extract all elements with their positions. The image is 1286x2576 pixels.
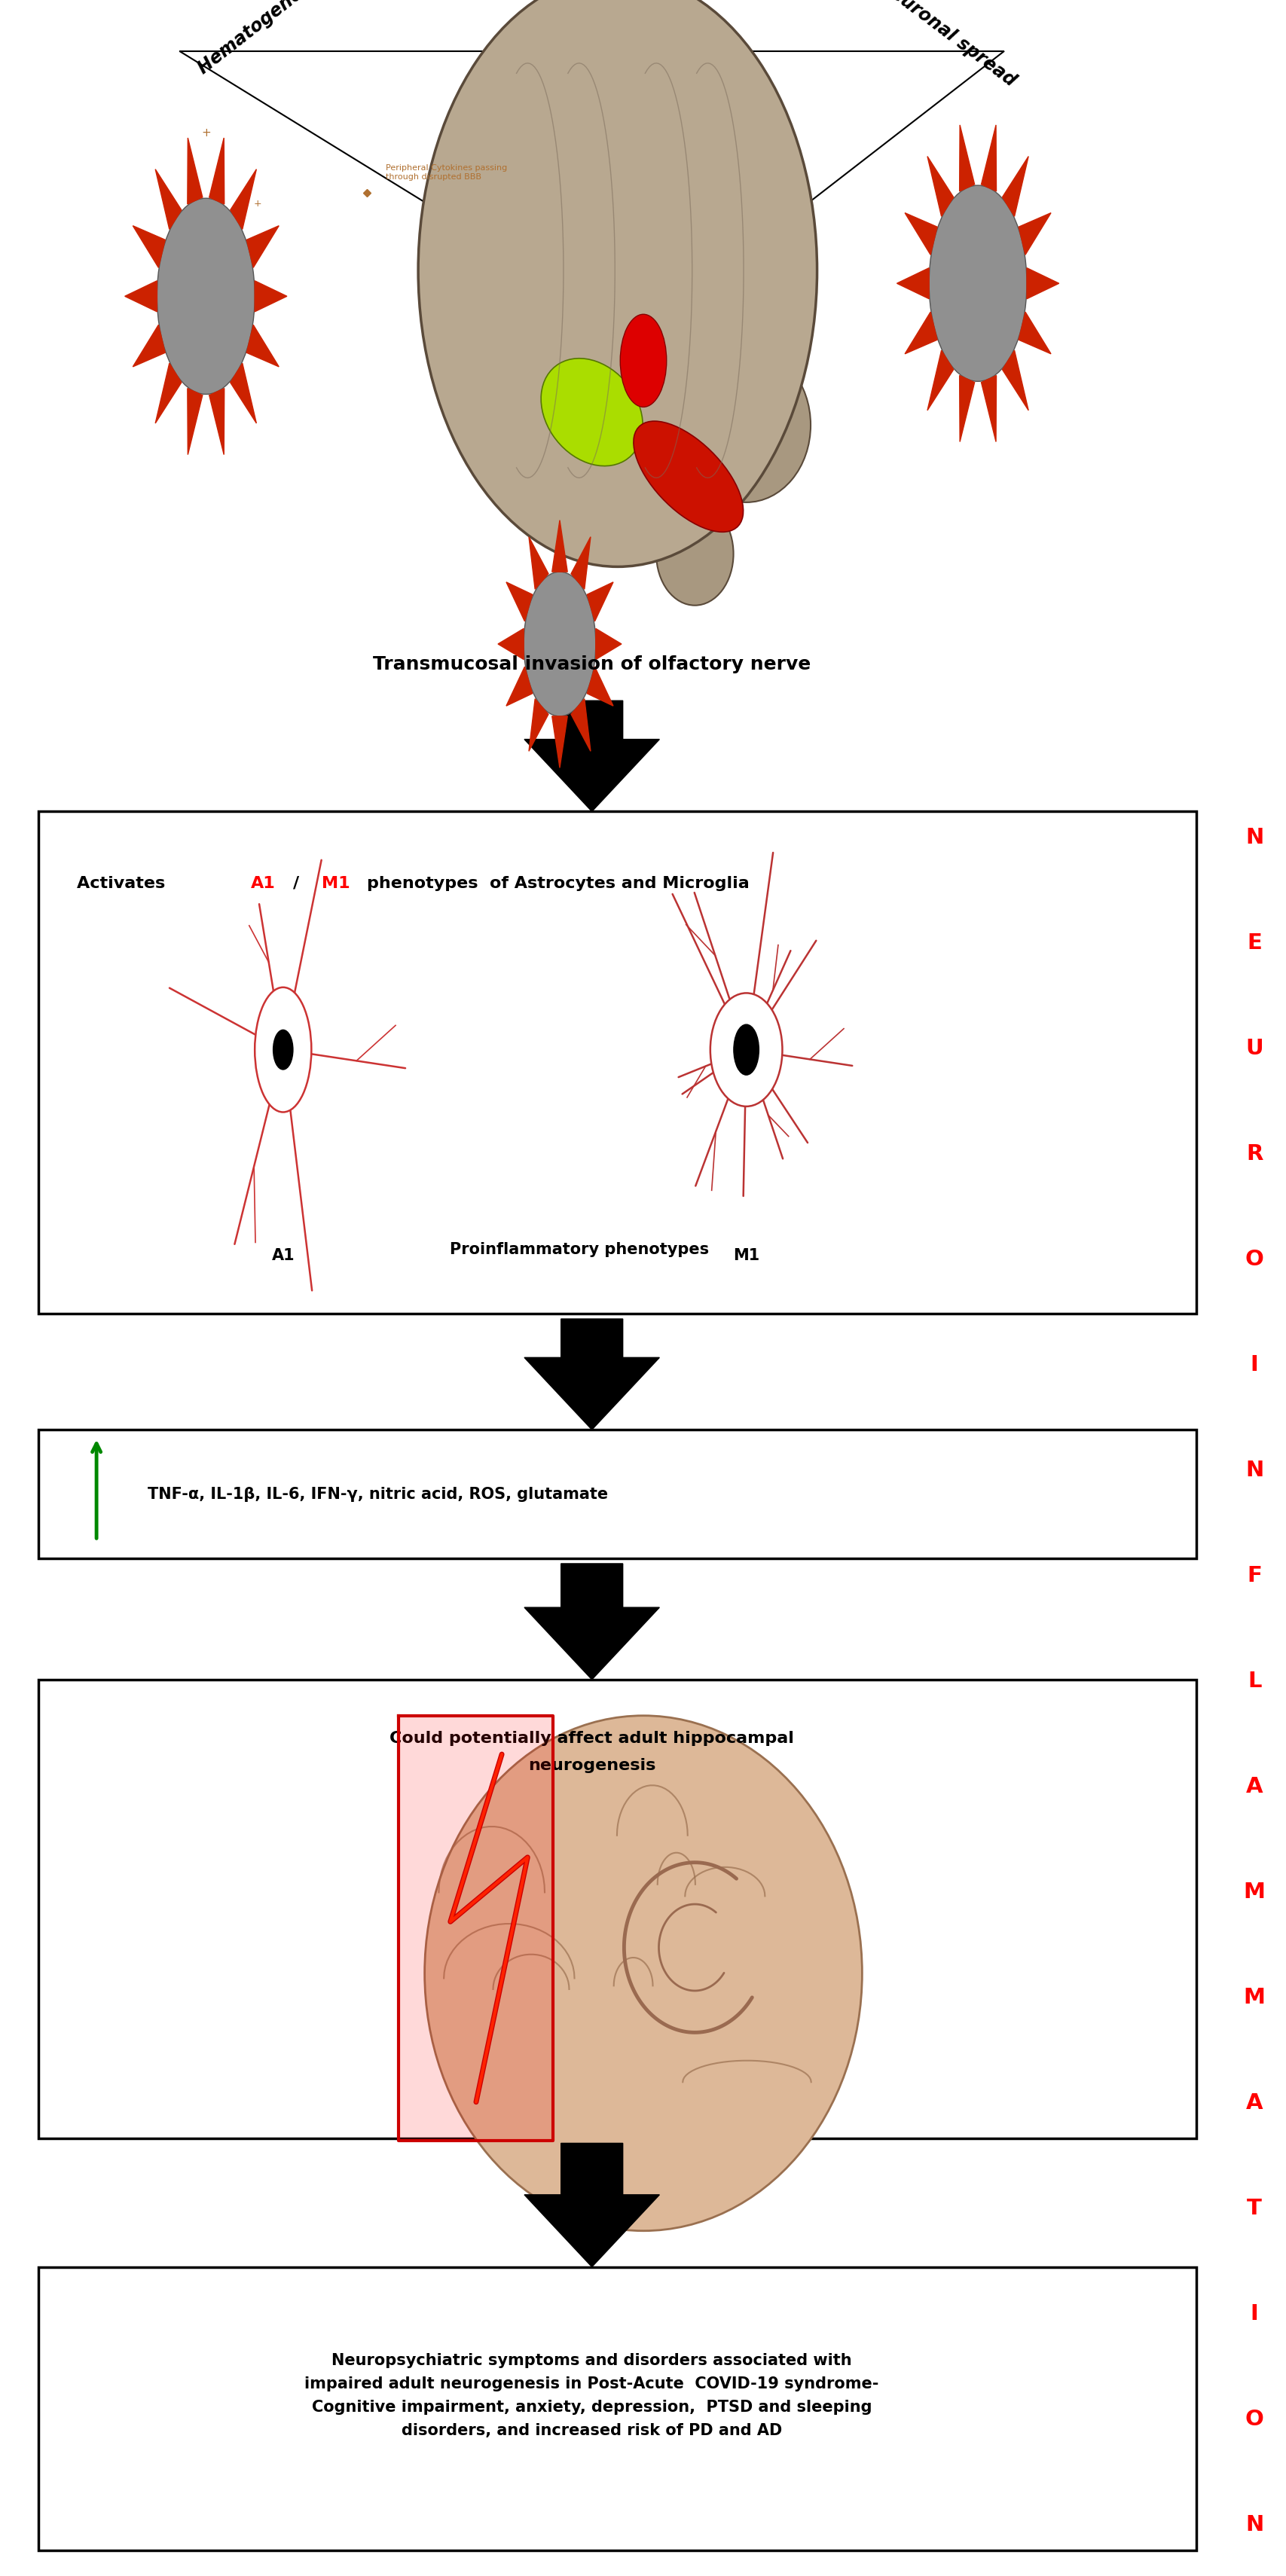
- Polygon shape: [571, 698, 590, 752]
- Polygon shape: [586, 582, 613, 621]
- Polygon shape: [586, 667, 613, 706]
- Polygon shape: [904, 214, 936, 255]
- Text: TNF-α, IL-1β, IL-6, IFN-γ, nitric acid, ROS, glutamate: TNF-α, IL-1β, IL-6, IFN-γ, nitric acid, …: [148, 1486, 608, 1502]
- Polygon shape: [156, 170, 181, 229]
- Text: A1: A1: [251, 876, 275, 891]
- Ellipse shape: [656, 502, 733, 605]
- Circle shape: [273, 1030, 293, 1069]
- Polygon shape: [595, 629, 621, 659]
- Ellipse shape: [523, 572, 595, 716]
- Polygon shape: [188, 389, 202, 453]
- FancyArrow shape: [525, 701, 660, 811]
- Text: Retrograde neuronal spread: Retrograde neuronal spread: [782, 0, 1019, 90]
- Text: Hematogenous spread: Hematogenous spread: [194, 0, 385, 77]
- Polygon shape: [959, 126, 974, 191]
- Polygon shape: [498, 629, 523, 659]
- Text: +: +: [201, 126, 211, 139]
- Polygon shape: [230, 170, 256, 229]
- Text: N: N: [1245, 827, 1263, 848]
- Polygon shape: [505, 667, 532, 706]
- Polygon shape: [981, 376, 995, 440]
- Text: U: U: [1245, 1038, 1263, 1059]
- Circle shape: [733, 1025, 759, 1074]
- Text: A: A: [1245, 2092, 1263, 2112]
- Polygon shape: [904, 312, 936, 353]
- Text: O: O: [1245, 1249, 1263, 1270]
- Text: Could potentially affect adult hippocampal
neurogenesis: Could potentially affect adult hippocamp…: [390, 1731, 793, 1772]
- Ellipse shape: [710, 994, 782, 1108]
- Text: A1: A1: [271, 1247, 294, 1262]
- FancyArrow shape: [525, 1319, 660, 1430]
- Ellipse shape: [424, 1716, 862, 2231]
- Text: Transmucosal invasion of olfactory nerve: Transmucosal invasion of olfactory nerve: [373, 654, 810, 675]
- Text: I: I: [1250, 1355, 1258, 1376]
- Polygon shape: [896, 268, 928, 299]
- Bar: [39, 1430, 1196, 1558]
- Polygon shape: [552, 716, 567, 768]
- Polygon shape: [188, 139, 202, 204]
- Polygon shape: [1019, 312, 1051, 353]
- Text: phenotypes  of Astrocytes and Microglia: phenotypes of Astrocytes and Microglia: [367, 876, 748, 891]
- Text: Activates: Activates: [77, 876, 171, 891]
- Polygon shape: [230, 363, 256, 422]
- Polygon shape: [255, 281, 287, 312]
- Bar: [39, 2267, 1196, 2550]
- Polygon shape: [156, 363, 181, 422]
- Text: M: M: [1244, 1880, 1264, 1901]
- Polygon shape: [247, 325, 279, 366]
- Polygon shape: [210, 139, 224, 204]
- Polygon shape: [959, 376, 974, 440]
- Text: F: F: [1246, 1564, 1262, 1587]
- Polygon shape: [927, 350, 953, 410]
- Text: R: R: [1245, 1144, 1263, 1164]
- Text: A: A: [1245, 1775, 1263, 1798]
- Polygon shape: [1026, 268, 1058, 299]
- Ellipse shape: [928, 185, 1026, 381]
- Text: Peripheral Cytokines passing
through disrupted BBB: Peripheral Cytokines passing through dis…: [386, 165, 507, 180]
- Polygon shape: [552, 520, 567, 572]
- Text: I: I: [1250, 2303, 1258, 2324]
- Polygon shape: [571, 536, 590, 590]
- Polygon shape: [125, 281, 157, 312]
- Polygon shape: [529, 698, 548, 752]
- Bar: [39, 811, 1196, 1314]
- Text: Neuropsychiatric symptoms and disorders associated with
impaired adult neurogene: Neuropsychiatric symptoms and disorders …: [305, 2352, 878, 2439]
- Ellipse shape: [682, 348, 810, 502]
- Polygon shape: [247, 227, 279, 268]
- Text: /: /: [293, 876, 305, 891]
- Ellipse shape: [418, 0, 817, 567]
- Text: N: N: [1245, 1461, 1263, 1481]
- Text: N: N: [1245, 2514, 1263, 2535]
- Text: M1: M1: [733, 1247, 759, 1262]
- Text: E: E: [1246, 933, 1262, 953]
- Polygon shape: [981, 126, 995, 191]
- Text: +: +: [253, 198, 261, 209]
- Text: Proinflammatory phenotypes: Proinflammatory phenotypes: [449, 1242, 709, 1257]
- Ellipse shape: [157, 198, 255, 394]
- Polygon shape: [505, 582, 532, 621]
- Text: O: O: [1245, 2409, 1263, 2429]
- Text: M1: M1: [322, 876, 350, 891]
- Polygon shape: [399, 1716, 553, 2141]
- Polygon shape: [529, 536, 548, 590]
- Bar: [39, 1680, 1196, 2138]
- Polygon shape: [132, 325, 165, 366]
- Circle shape: [620, 314, 666, 407]
- Polygon shape: [927, 157, 953, 216]
- Polygon shape: [210, 389, 224, 453]
- Text: T: T: [1246, 2197, 1262, 2218]
- FancyArrow shape: [525, 2143, 660, 2267]
- Ellipse shape: [633, 420, 743, 533]
- Ellipse shape: [540, 358, 643, 466]
- Polygon shape: [1002, 350, 1028, 410]
- Text: M: M: [1244, 1986, 1264, 2007]
- Polygon shape: [1019, 214, 1051, 255]
- Polygon shape: [132, 227, 165, 268]
- Ellipse shape: [255, 987, 311, 1113]
- Text: L: L: [1247, 1669, 1260, 1692]
- Polygon shape: [1002, 157, 1028, 216]
- FancyArrow shape: [525, 1564, 660, 1680]
